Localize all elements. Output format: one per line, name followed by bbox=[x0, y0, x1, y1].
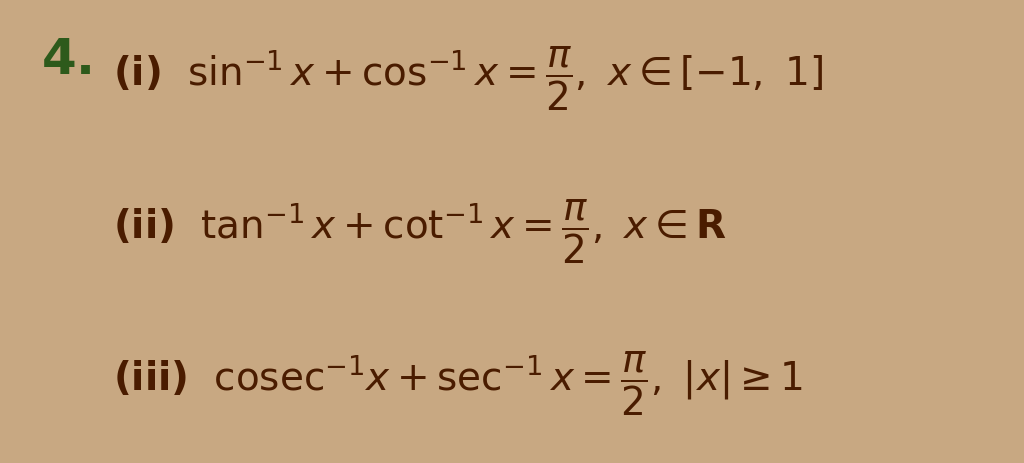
Text: $\mathbf{(iii)}\ \ \mathrm{cosec}^{-1}x + \sec^{-1}x = \dfrac{\pi}{2},\ |x| \geq: $\mathbf{(iii)}\ \ \mathrm{cosec}^{-1}x … bbox=[113, 350, 803, 419]
Text: $\mathbf{(i)}\ \ \sin^{-1}x + \cos^{-1}x = \dfrac{\pi}{2},\ x \in [-1,\ 1]$: $\mathbf{(i)}\ \ \sin^{-1}x + \cos^{-1}x… bbox=[113, 44, 823, 113]
Text: $\mathbf{4.}$: $\mathbf{4.}$ bbox=[41, 36, 91, 84]
Text: $\mathbf{(ii)}\ \ \tan^{-1}x + \cot^{-1}x = \dfrac{\pi}{2},\ x \in \mathbf{R}$: $\mathbf{(ii)}\ \ \tan^{-1}x + \cot^{-1}… bbox=[113, 197, 727, 266]
